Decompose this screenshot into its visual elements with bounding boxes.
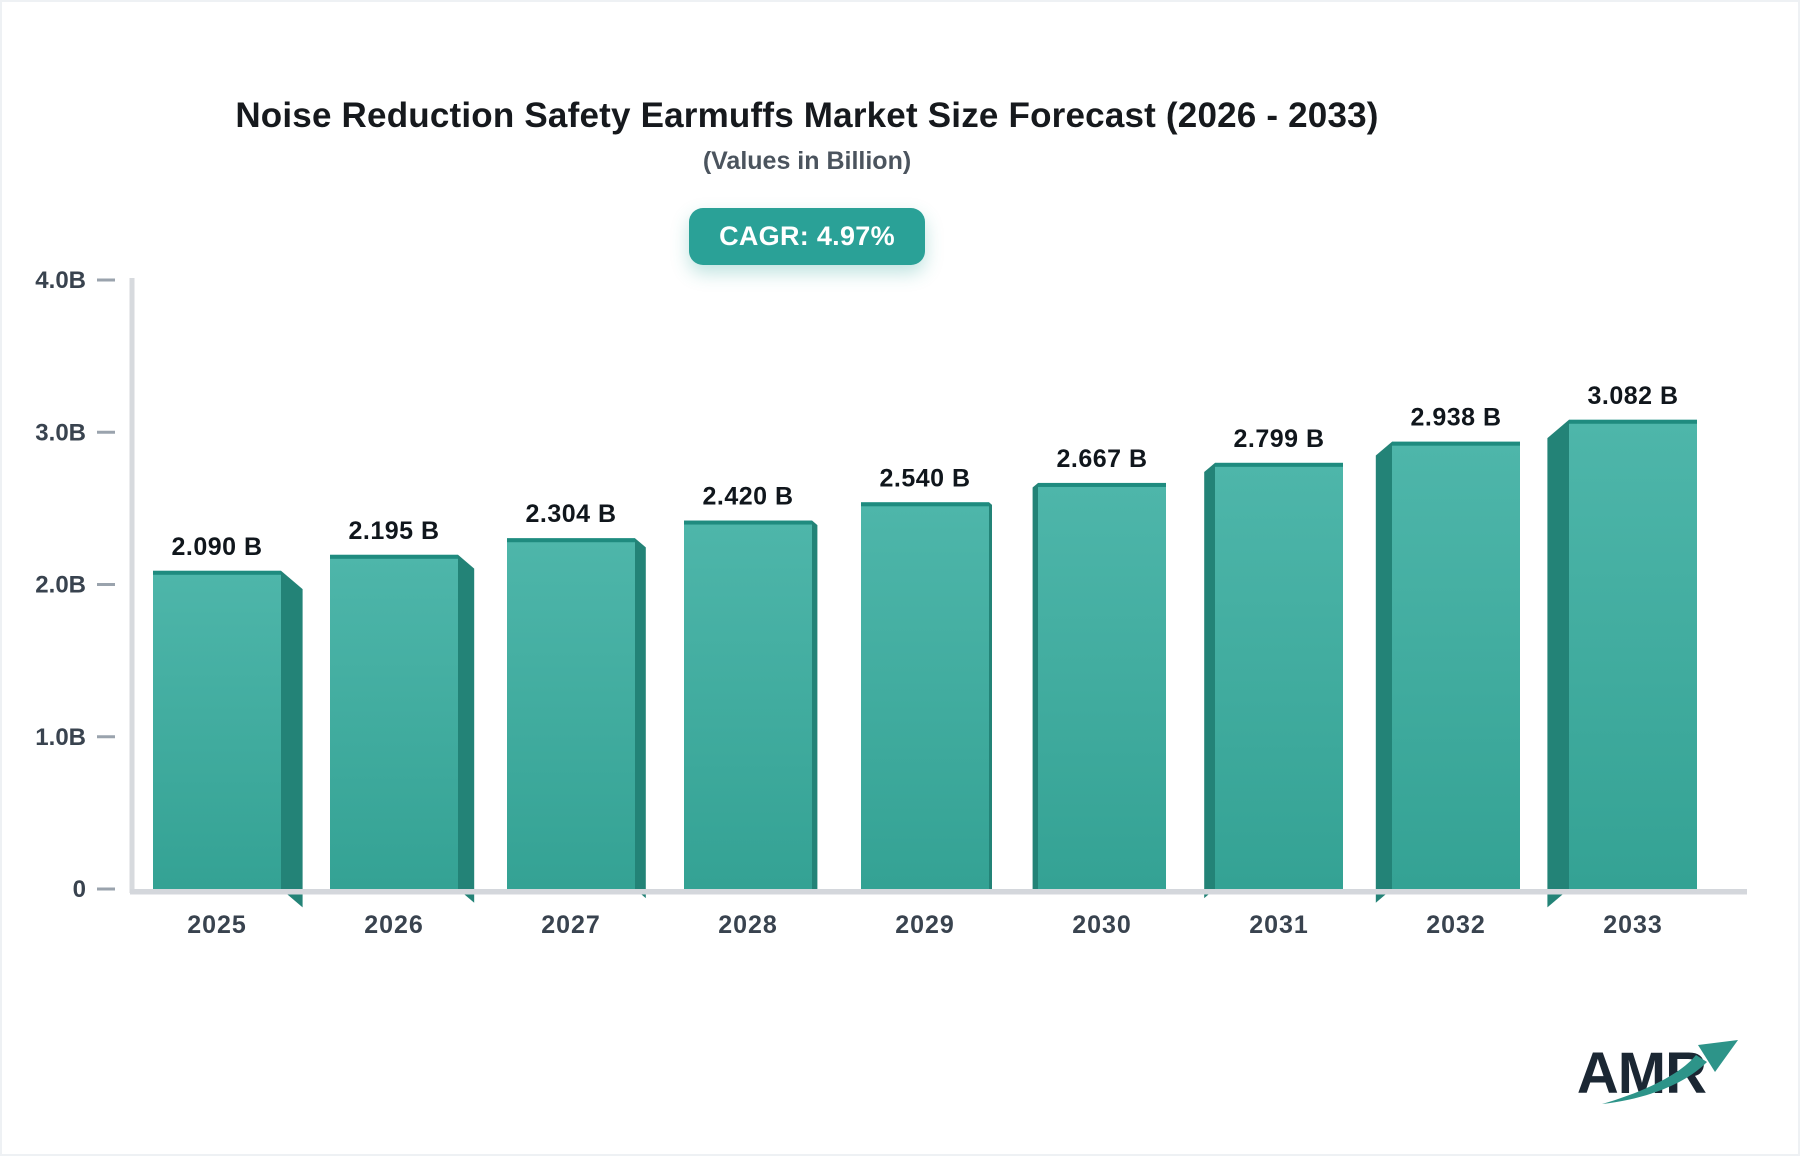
- bar-top-edge: [1569, 419, 1697, 424]
- bar-side-face: [812, 520, 818, 894]
- bar-value-label: 3.082 B: [1587, 382, 1678, 410]
- y-tick-label: 4.0B: [35, 267, 86, 294]
- x-axis-line: [130, 889, 1747, 895]
- bar-value-label: 2.938 B: [1410, 404, 1501, 432]
- bar-face: [1038, 482, 1166, 889]
- bar-face: [330, 554, 458, 889]
- bar-side-face: [1032, 482, 1038, 894]
- bar-side-face: [1547, 419, 1569, 908]
- bar-value-label: 2.304 B: [525, 500, 616, 528]
- bar-top-edge: [1215, 462, 1343, 467]
- x-tick-label: 2032: [1426, 911, 1486, 939]
- x-tick-label: 2027: [541, 911, 601, 939]
- bar-side-face: [989, 502, 992, 892]
- bar-2032: [1375, 441, 1520, 903]
- bar-2029: [861, 502, 992, 892]
- bar-top-edge: [1392, 441, 1520, 446]
- bar-value-label: 2.195 B: [348, 517, 439, 545]
- bar-2033: [1547, 419, 1697, 908]
- bar-face: [1392, 441, 1520, 889]
- x-tick-label: 2029: [895, 911, 955, 939]
- bar-2028: [684, 520, 818, 894]
- bar-2026: [330, 554, 475, 903]
- bar-side-face: [1375, 441, 1392, 903]
- y-tick-label: 0: [73, 876, 86, 903]
- bar-top-edge: [861, 502, 989, 507]
- bar-value-label: 2.090 B: [171, 533, 262, 561]
- bar-value-label: 2.667 B: [1056, 445, 1147, 473]
- bar-value-label: 2.799 B: [1233, 425, 1324, 453]
- x-tick-label: 2028: [718, 911, 778, 939]
- bar-top-edge: [684, 520, 812, 525]
- bar-top-edge: [507, 538, 635, 543]
- bar-value-label: 2.420 B: [702, 483, 793, 511]
- x-tick-label: 2031: [1249, 911, 1309, 939]
- bar-face: [1569, 419, 1697, 889]
- y-tick-label: 3.0B: [35, 419, 86, 446]
- bar-side-face: [281, 570, 303, 908]
- bar-side-face: [635, 538, 646, 899]
- bar-side-face: [1204, 462, 1215, 899]
- x-tick-label: 2026: [364, 911, 424, 939]
- bar-2027: [507, 538, 646, 899]
- y-tick-label: 2.0B: [35, 572, 86, 599]
- cagr-badge: CAGR: 4.97%: [689, 208, 925, 265]
- chart-header: Noise Reduction Safety Earmuffs Market S…: [2, 2, 1612, 265]
- bar-face: [153, 570, 281, 889]
- bar-face: [861, 502, 989, 889]
- bar-side-face: [458, 554, 475, 903]
- chart-subtitle: (Values in Billion): [702, 147, 912, 175]
- x-tick-label: 2033: [1603, 911, 1663, 939]
- bar-2031: [1204, 462, 1343, 899]
- bar-top-edge: [330, 554, 458, 559]
- bar-face: [507, 538, 635, 889]
- amr-logo-arrow-icon: [1602, 1040, 1738, 1104]
- bar-top-edge: [1038, 482, 1166, 487]
- bar-face: [684, 520, 812, 889]
- bar-value-label: 2.540 B: [879, 464, 970, 492]
- bar-2030: [1032, 482, 1166, 894]
- bar-2025: [153, 570, 303, 908]
- amr-logo: AMR: [1577, 1038, 1738, 1110]
- chart-title: Noise Reduction Safety Earmuffs Market S…: [235, 96, 1379, 135]
- bar-top-edge: [153, 570, 281, 575]
- bar-face: [1215, 462, 1343, 889]
- x-tick-label: 2025: [187, 911, 247, 939]
- x-tick-label: 2030: [1072, 911, 1132, 939]
- y-tick-label: 1.0B: [35, 724, 86, 751]
